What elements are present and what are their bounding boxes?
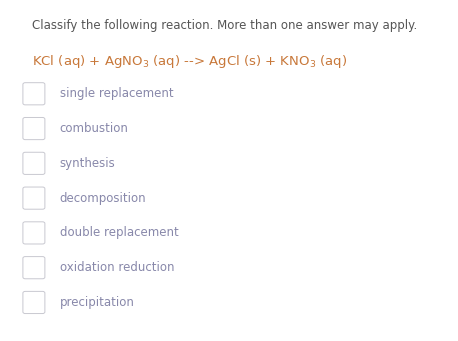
Text: precipitation: precipitation <box>60 296 134 309</box>
Text: single replacement: single replacement <box>60 87 173 100</box>
FancyBboxPatch shape <box>23 291 45 314</box>
FancyBboxPatch shape <box>23 257 45 279</box>
Text: Classify the following reaction. More than one answer may apply.: Classify the following reaction. More th… <box>32 19 417 32</box>
FancyBboxPatch shape <box>23 117 45 140</box>
Text: KCl (aq) + AgNO$_3$ (aq) --> AgCl (s) + KNO$_3$ (aq): KCl (aq) + AgNO$_3$ (aq) --> AgCl (s) + … <box>32 53 347 70</box>
FancyBboxPatch shape <box>23 152 45 175</box>
Text: synthesis: synthesis <box>60 157 115 170</box>
FancyBboxPatch shape <box>23 83 45 105</box>
Text: decomposition: decomposition <box>60 192 146 205</box>
FancyBboxPatch shape <box>23 187 45 209</box>
Text: combustion: combustion <box>60 122 128 135</box>
FancyBboxPatch shape <box>23 222 45 244</box>
Text: oxidation reduction: oxidation reduction <box>60 261 174 274</box>
Text: double replacement: double replacement <box>60 226 178 239</box>
